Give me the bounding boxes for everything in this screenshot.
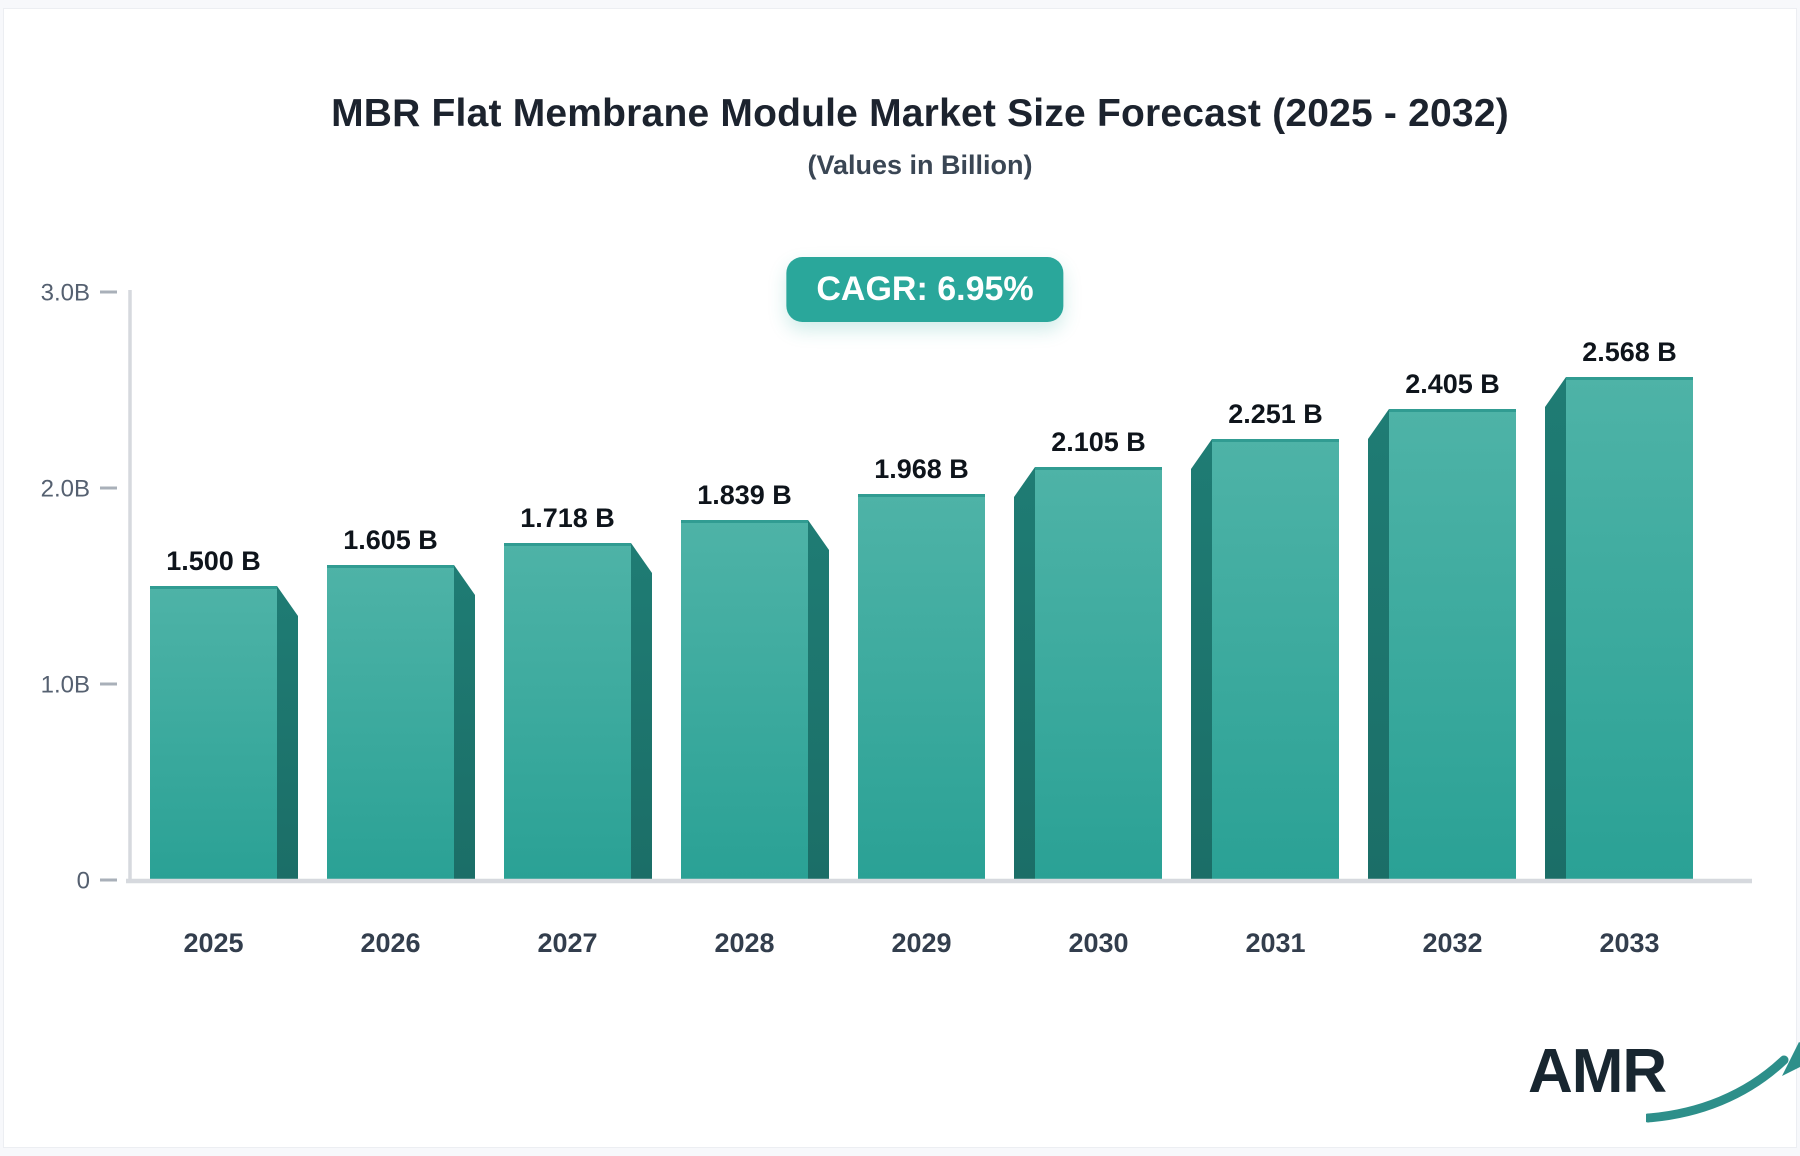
bar-face-2030 bbox=[1035, 467, 1162, 880]
bar-side-2026 bbox=[454, 565, 475, 880]
bar-face-2026 bbox=[327, 565, 454, 880]
bar-group-2030: 2.105 B 2030 bbox=[1014, 427, 1162, 958]
bar-group-2025: 1.500 B 2025 bbox=[150, 546, 298, 958]
bar-group-2033: 2.568 B 2033 bbox=[1545, 337, 1693, 958]
bar-side-2031 bbox=[1191, 439, 1212, 880]
chart-title: MBR Flat Membrane Module Market Size For… bbox=[331, 92, 1509, 135]
value-label-2026: 1.605 B bbox=[343, 525, 438, 555]
bar-group-2029: 1.968 B 2029 bbox=[858, 454, 985, 958]
x-tick-label-2033: 2033 bbox=[1599, 928, 1659, 958]
x-tick-label-2026: 2026 bbox=[360, 928, 420, 958]
value-label-2025: 1.500 B bbox=[166, 546, 261, 576]
x-tick-label-2032: 2032 bbox=[1422, 928, 1482, 958]
bar-side-2027 bbox=[631, 543, 652, 880]
value-label-2031: 2.251 B bbox=[1228, 399, 1323, 429]
value-label-2029: 1.968 B bbox=[874, 454, 969, 484]
x-tick-label-2031: 2031 bbox=[1245, 928, 1305, 958]
amr-logo-text: AMR bbox=[1528, 1037, 1667, 1106]
value-label-2033: 2.568 B bbox=[1582, 337, 1677, 367]
value-label-2027: 1.718 B bbox=[520, 503, 615, 533]
x-tick-label-2029: 2029 bbox=[891, 928, 951, 958]
bar-face-2032 bbox=[1389, 409, 1516, 880]
bar-group-2032: 2.405 B 2032 bbox=[1368, 369, 1516, 958]
bar-group-2031: 2.251 B 2031 bbox=[1191, 399, 1339, 958]
bar-face-2031 bbox=[1212, 439, 1339, 880]
x-tick-label-2030: 2030 bbox=[1068, 928, 1128, 958]
x-tick-label-2027: 2027 bbox=[537, 928, 597, 958]
growth-arrow-icon bbox=[1646, 1042, 1800, 1123]
y-tick-label-1.0B: 1.0B bbox=[41, 672, 90, 699]
bar-side-2028 bbox=[808, 520, 829, 880]
bar-side-2025 bbox=[277, 586, 298, 880]
value-label-2030: 2.105 B bbox=[1051, 427, 1146, 457]
bar-face-2025 bbox=[150, 586, 277, 880]
bar-face-2028 bbox=[681, 520, 808, 880]
amr-logo: AMR bbox=[1528, 1030, 1800, 1130]
bar-face-2033 bbox=[1566, 377, 1693, 880]
cagr-badge: CAGR: 6.95% bbox=[786, 257, 1064, 322]
bar-group-2027: 1.718 B 2027 bbox=[504, 503, 652, 958]
x-tick-label-2028: 2028 bbox=[714, 928, 774, 958]
bar-side-2030 bbox=[1014, 467, 1035, 880]
bar-side-2032 bbox=[1368, 409, 1389, 880]
bar-group-2026: 1.605 B 2026 bbox=[327, 525, 475, 958]
value-label-2028: 1.839 B bbox=[697, 480, 792, 510]
y-tick-label-2.0B: 2.0B bbox=[41, 476, 90, 503]
x-tick-label-2025: 2025 bbox=[183, 928, 243, 958]
chart-subtitle: (Values in Billion) bbox=[807, 150, 1033, 180]
bar-face-2027 bbox=[504, 543, 631, 880]
value-label-2032: 2.405 B bbox=[1405, 369, 1500, 399]
bar-side-2033 bbox=[1545, 377, 1566, 880]
y-tick-label-3.0B: 3.0B bbox=[41, 280, 90, 307]
bar-face-2029 bbox=[858, 494, 985, 880]
y-tick-label-0: 0 bbox=[77, 868, 90, 895]
bar-group-2028: 1.839 B 2028 bbox=[681, 480, 829, 958]
